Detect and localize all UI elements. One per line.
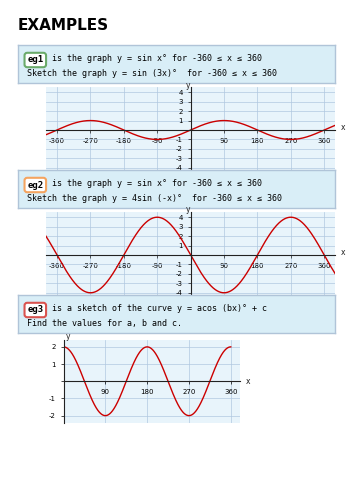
Text: x: x	[341, 248, 346, 258]
Text: y: y	[66, 332, 70, 341]
Text: y: y	[185, 206, 190, 214]
Text: y: y	[185, 80, 190, 90]
Text: Here is a sketch of the curve y = acos (bx)° + c: Here is a sketch of the curve y = acos (…	[27, 304, 267, 312]
Text: eg2: eg2	[27, 180, 43, 190]
Text: eg3: eg3	[27, 306, 43, 314]
Text: Here is the graph y = sin x° for -360 ≤ x ≤ 360: Here is the graph y = sin x° for -360 ≤ …	[27, 54, 262, 62]
Text: Sketch the graph y = sin (3x)°  for -360 ≤ x ≤ 360: Sketch the graph y = sin (3x)° for -360 …	[27, 68, 277, 78]
Text: Sketch the graph y = 4sin (-x)°  for -360 ≤ x ≤ 360: Sketch the graph y = 4sin (-x)° for -360…	[27, 194, 282, 202]
Text: Here is the graph y = sin x° for -360 ≤ x ≤ 360: Here is the graph y = sin x° for -360 ≤ …	[27, 178, 262, 188]
Text: EXAMPLES: EXAMPLES	[18, 18, 109, 32]
Text: Find the values for a, b and c.: Find the values for a, b and c.	[27, 318, 182, 328]
Text: x: x	[341, 124, 346, 132]
Text: x: x	[246, 377, 250, 386]
Text: eg1: eg1	[27, 56, 43, 64]
